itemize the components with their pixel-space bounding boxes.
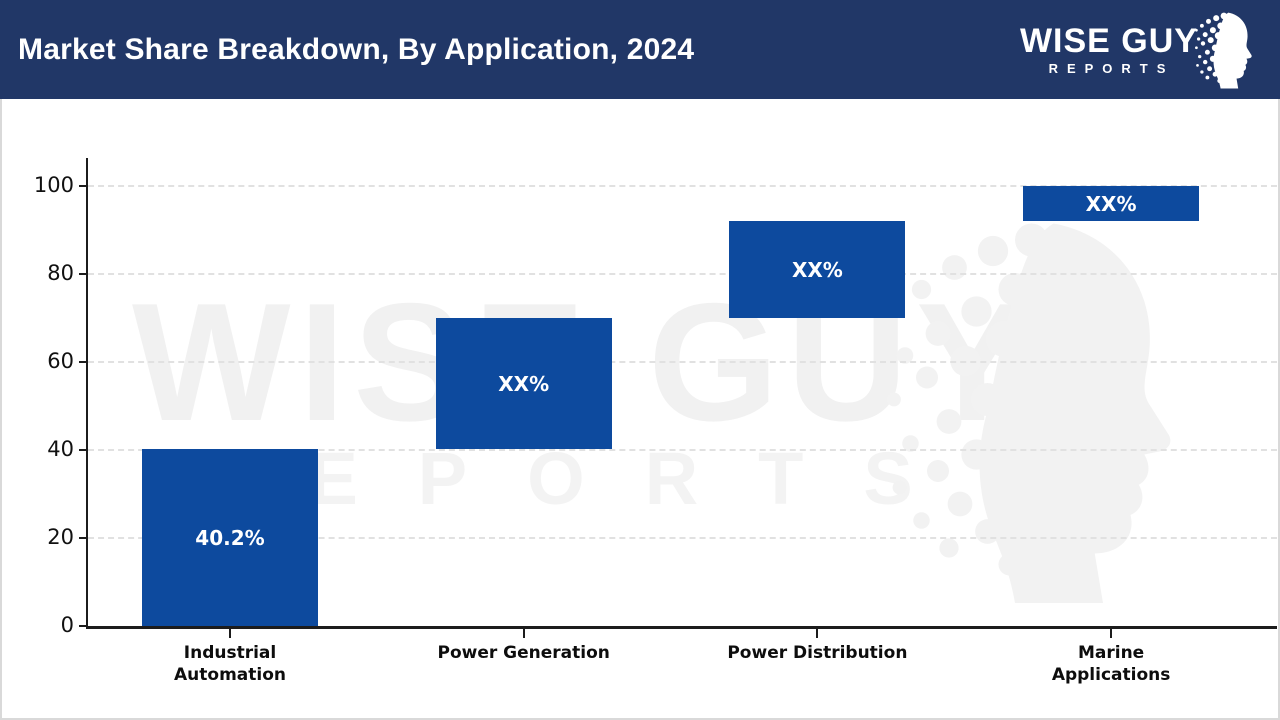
page-title: Market Share Breakdown, By Application, … <box>18 32 695 66</box>
header-bar: Market Share Breakdown, By Application, … <box>0 0 1280 99</box>
y-axis <box>86 158 88 626</box>
y-axis-tick <box>79 361 88 363</box>
x-axis-tick <box>1110 629 1113 638</box>
y-tick-label: 0 <box>60 612 74 637</box>
gridline <box>88 361 1277 363</box>
y-tick-label: 100 <box>33 172 74 197</box>
gridline <box>88 537 1277 539</box>
head-profile-icon <box>1195 12 1252 89</box>
y-tick-label: 40 <box>47 436 74 461</box>
y-axis-tick <box>79 185 88 187</box>
logo-wordmark-block: WISE GUY REPORTS <box>1020 24 1198 75</box>
x-tick-label: Marine Applications <box>1051 643 1171 685</box>
bar-value-label: XX% <box>498 371 550 396</box>
y-tick-label: 80 <box>47 260 74 285</box>
y-axis-tick <box>79 449 88 451</box>
x-tick-label: Power Generation <box>437 643 610 663</box>
logo-subtext: REPORTS <box>1048 61 1175 76</box>
y-axis-tick <box>79 273 88 275</box>
y-tick-label: 60 <box>47 348 74 373</box>
waterfall-bar: XX% <box>729 221 906 318</box>
logo-wordmark: WISE GUY <box>1019 22 1198 60</box>
y-axis-tick <box>79 537 88 539</box>
waterfall-bar: XX% <box>1023 186 1200 222</box>
x-axis-tick <box>522 629 525 638</box>
gridline <box>88 449 1277 451</box>
gridline <box>88 185 1277 187</box>
x-axis-tick <box>229 629 231 638</box>
waterfall-bar: XX% <box>435 318 612 450</box>
x-axis <box>86 626 1277 629</box>
gridline <box>88 273 1277 275</box>
wise-guy-reports-logo: WISE GUY REPORTS <box>1020 10 1258 90</box>
y-axis-tick <box>79 625 88 627</box>
watermark-head-icon <box>887 223 1171 603</box>
bar-value-label: XX% <box>1085 191 1137 216</box>
x-tick-label: Industrial Automation <box>174 643 286 685</box>
y-tick-label: 20 <box>47 524 74 549</box>
waterfall-bar: 40.2% <box>142 449 318 626</box>
bar-value-label: 40.2% <box>195 525 265 550</box>
x-tick-label: Power Distribution <box>727 643 908 663</box>
x-axis-tick <box>816 629 819 638</box>
bar-value-label: XX% <box>791 257 843 282</box>
